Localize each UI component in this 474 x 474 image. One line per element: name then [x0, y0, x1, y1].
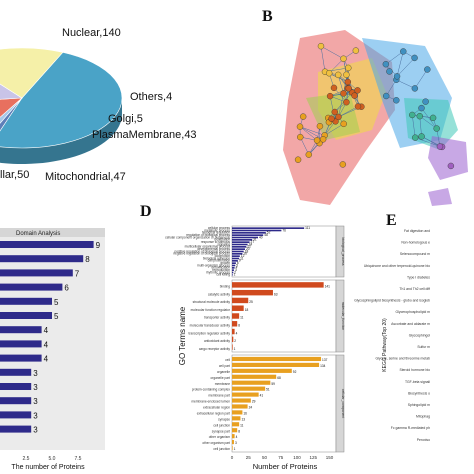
- panel-label-b: B: [262, 8, 273, 25]
- pie-slice-5: [0, 47, 64, 99]
- panel-label-e: E: [386, 212, 397, 229]
- pie-label-2: Golgi,5: [108, 113, 143, 125]
- pie-side-0-0: [0, 98, 122, 164]
- panel-label-d: D: [140, 203, 152, 220]
- pie-group: Nuclear,140 Others,4 Golgi,5 PlasmaMembrane…: [0, 27, 197, 183]
- pie-label-5: llar,50: [0, 169, 29, 181]
- pie-slice-3: [0, 97, 23, 118]
- pie-label-3: PlasmaMembrane,43: [92, 129, 197, 141]
- pie-slice-1: [0, 97, 23, 132]
- pie-label-0: Nuclear,140: [62, 27, 121, 39]
- pie-label-1: Others,4: [130, 91, 172, 103]
- pie-slice-0: [0, 52, 123, 149]
- pie-label-4: Mitochondrial,47: [45, 171, 126, 183]
